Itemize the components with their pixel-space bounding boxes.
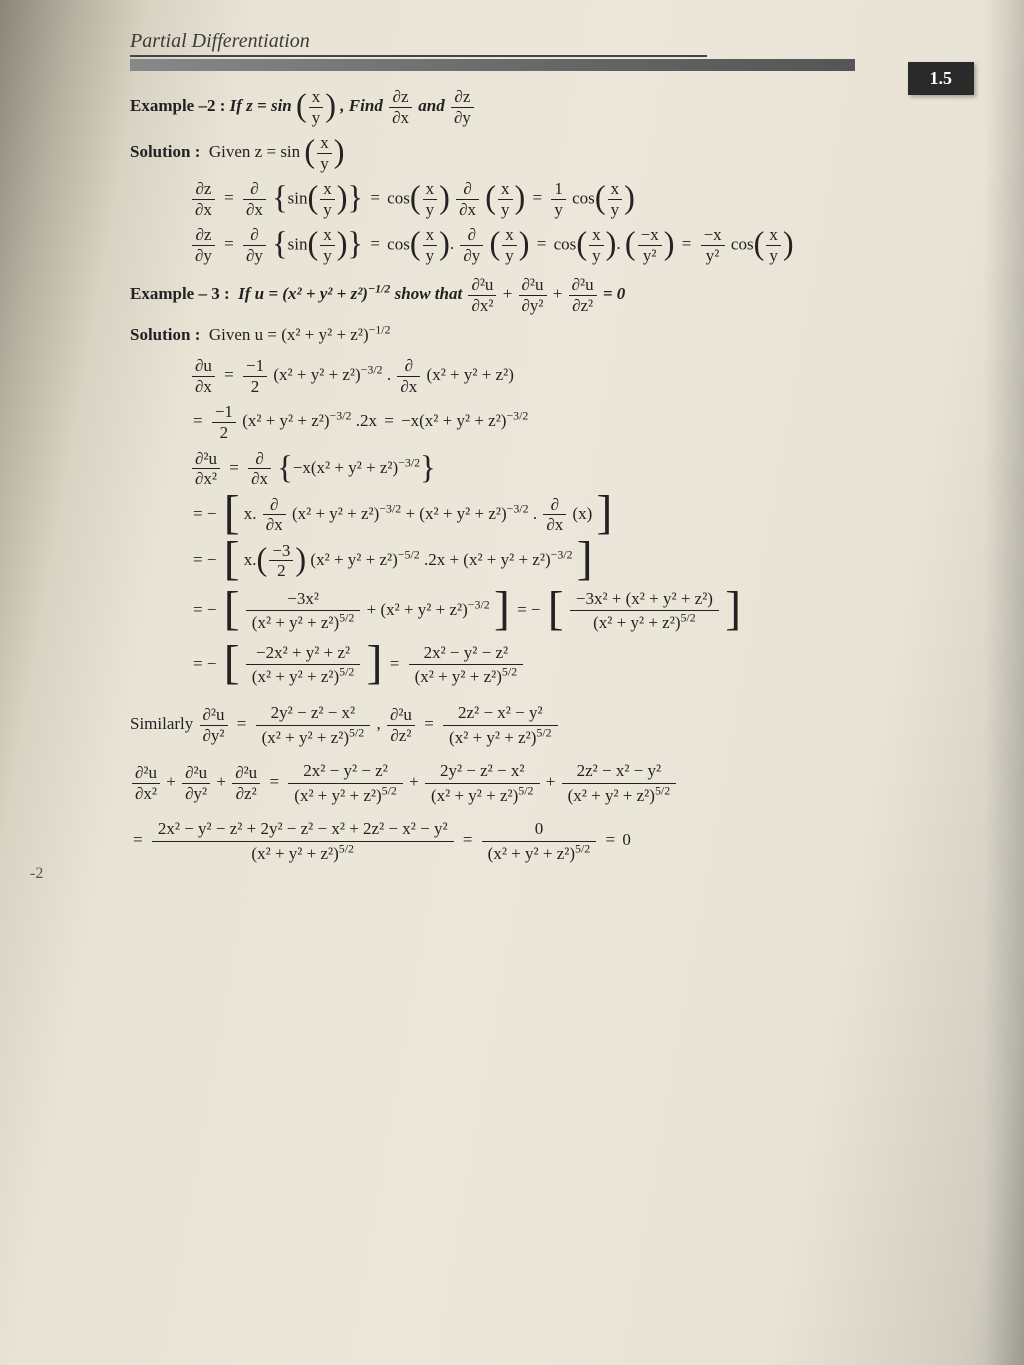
page: Partial Differentiation 1.5 Example –2 :… — [0, 0, 1024, 901]
header-rule — [130, 59, 855, 71]
ex3-d2udx2-3: = − x.−32 (x² + y² + z²)−5/2 .2x + (x² +… — [190, 541, 954, 581]
example-label: Example –2 : — [130, 96, 225, 115]
ex3-similarly: Similarly ∂²u∂y² = 2y² − z² − x²(x² + y²… — [130, 701, 954, 749]
ex3-solution-given: Solution : Given u = (x² + y² + z²)−1/2 — [130, 321, 954, 350]
ex2-solution-given: Solution : Given z = sin xy — [130, 133, 954, 173]
ex2-if: If z = sin — [230, 96, 292, 115]
ex2-dzdy: ∂z∂y = ∂∂y sinxy = cosxy. ∂∂y xy = cosxy… — [190, 225, 954, 265]
example-2-prompt: Example –2 : If z = sin xy , Find ∂z∂x a… — [130, 87, 954, 127]
ex2-dzdx: ∂z∂x = ∂∂x sinxy = cosxy ∂∂x xy = 1y cos… — [190, 179, 954, 219]
ex3-final: = 2x² − y² − z² + 2y² − z² − x² + 2z² − … — [130, 817, 954, 865]
ex3-dudx-1: ∂u∂x = −12 (x² + y² + z²)−3/2 . ∂∂x (x² … — [190, 356, 954, 396]
example-3-prompt: Example – 3 : If u = (x² + y² + z²)−1/2 … — [130, 275, 954, 315]
ex3-d2udx2-1: ∂²u∂x² = ∂∂x −x(x² + y² + z²)−3/2 — [190, 449, 954, 489]
ex3-sum: ∂²u∂x² + ∂²u∂y² + ∂²u∂z² = 2x² − y² − z²… — [130, 759, 954, 807]
ex3-d2udx2-4: = − −3x²(x² + y² + z²)5/2 + (x² + y² + z… — [190, 587, 954, 635]
page-number-badge: 1.5 — [908, 62, 975, 95]
content: Example –2 : If z = sin xy , Find ∂z∂x a… — [130, 87, 954, 865]
ex3-d2udx2-2: = − x. ∂∂x (x² + y² + z²)−3/2 + (x² + y²… — [190, 495, 954, 535]
footer-number: -2 — [30, 865, 43, 883]
chapter-title: Partial Differentiation — [130, 30, 707, 57]
ex3-d2udx2-5: = − −2x² + y² + z²(x² + y² + z²)5/2 = 2x… — [190, 641, 954, 689]
ex3-dudx-2: = −12 (x² + y² + z²)−3/2 .2x = −x(x² + y… — [190, 402, 954, 442]
page-shadow — [984, 0, 1024, 1365]
ex2-find: , Find — [340, 96, 387, 115]
